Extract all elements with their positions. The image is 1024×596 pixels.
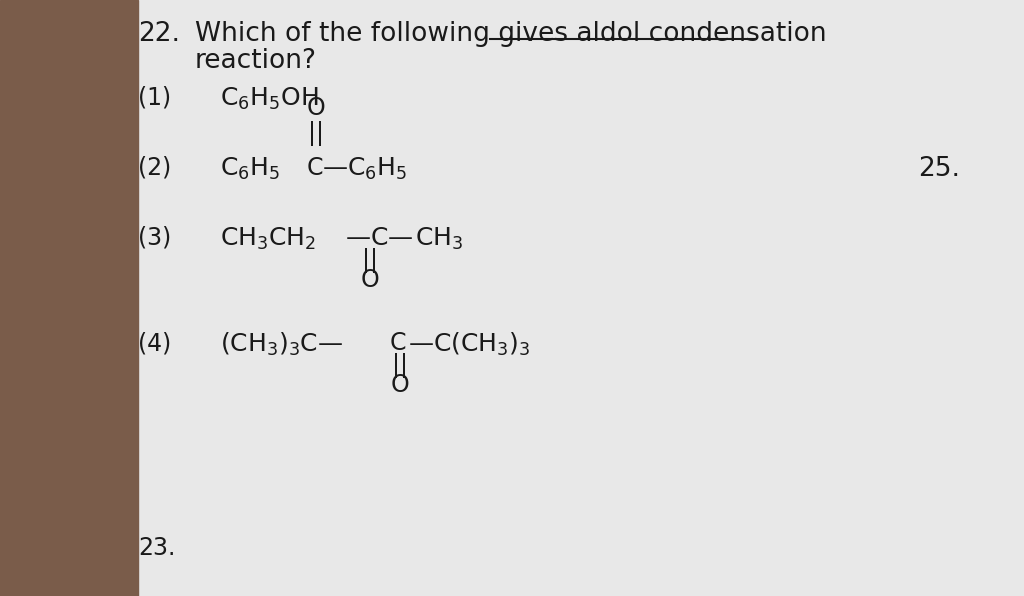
Text: Which of the following gives aldol condensation: Which of the following gives aldol conde… (195, 21, 826, 47)
Text: O: O (360, 268, 379, 292)
Text: (1): (1) (138, 86, 171, 110)
Bar (0, 0, 138, 596)
Text: 22.: 22. (138, 21, 180, 47)
Text: ||: || (392, 353, 408, 378)
Text: $\mathregular{CH_3CH_2}$: $\mathregular{CH_3CH_2}$ (220, 226, 316, 252)
Text: 25.: 25. (918, 156, 961, 182)
Text: ||: || (362, 248, 378, 273)
Text: $\mathregular{C_6H_5OH}$: $\mathregular{C_6H_5OH}$ (220, 86, 318, 112)
Text: (2): (2) (138, 156, 171, 180)
Text: O: O (306, 96, 326, 120)
Text: C: C (307, 156, 324, 180)
Text: (3): (3) (138, 226, 171, 250)
Text: (4): (4) (138, 331, 171, 355)
Text: $\mathregular{—C_6H_5}$: $\mathregular{—C_6H_5}$ (322, 156, 408, 182)
Text: $\mathregular{—C(CH_3)_3}$: $\mathregular{—C(CH_3)_3}$ (408, 331, 530, 358)
Text: $\mathregular{(CH_3)_3C—}$: $\mathregular{(CH_3)_3C—}$ (220, 331, 343, 358)
Text: C: C (390, 331, 407, 355)
Text: $\mathregular{—C—}$: $\mathregular{—C—}$ (345, 226, 414, 250)
Text: ||: || (308, 121, 324, 146)
Text: O: O (390, 373, 410, 397)
Text: 23.: 23. (138, 536, 175, 560)
Text: reaction?: reaction? (195, 48, 317, 74)
Text: $\mathregular{C_6H_5}$: $\mathregular{C_6H_5}$ (220, 156, 281, 182)
Text: $\mathregular{CH_3}$: $\mathregular{CH_3}$ (415, 226, 463, 252)
